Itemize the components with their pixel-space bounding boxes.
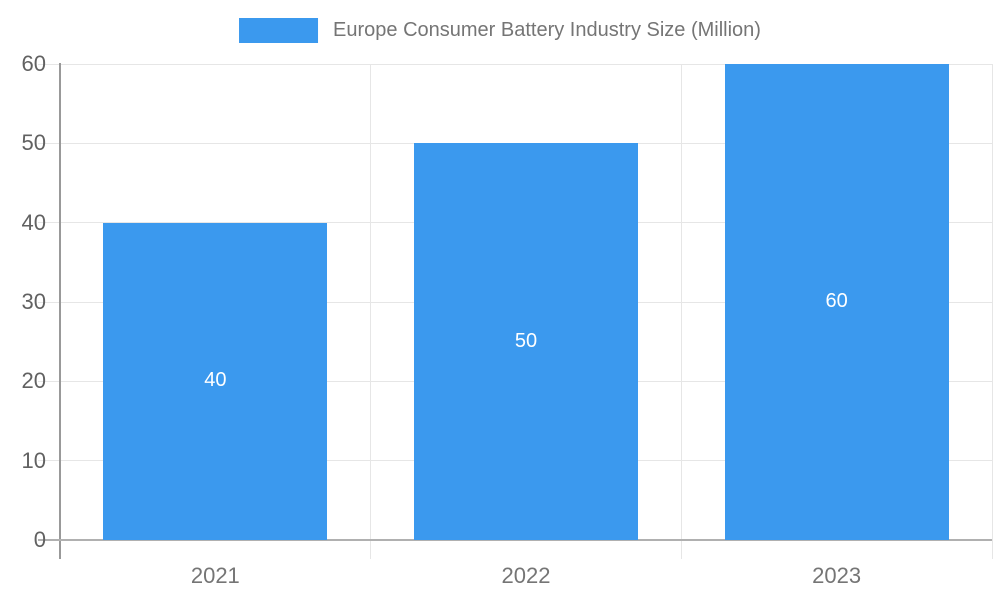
y-axis-tick	[38, 460, 60, 462]
y-tick-label: 10	[21, 447, 46, 473]
gridline-horizontal	[60, 63, 992, 65]
y-tick-label: 20	[21, 368, 46, 394]
y-tick-label: 30	[21, 289, 46, 314]
gridline-vertical	[680, 64, 682, 559]
bar-value-label: 50	[514, 329, 538, 352]
x-axis-line	[38, 539, 992, 541]
x-tick-label: 2022	[501, 563, 551, 588]
y-tick-label: 50	[21, 130, 46, 156]
legend-label: Europe Consumer Battery Industry Size (M…	[333, 19, 761, 41]
gridline-vertical	[370, 64, 372, 559]
y-axis-tick	[38, 63, 60, 65]
x-tick-label: 2023	[812, 563, 862, 588]
y-axis-tick	[38, 301, 60, 303]
y-axis-line	[59, 63, 61, 559]
y-tick-label: 60	[21, 51, 46, 76]
y-tick-label: 40	[21, 209, 46, 235]
y-axis-tick	[38, 380, 60, 382]
x-tick-label: 2021	[190, 563, 240, 588]
bar-value-label: 60	[825, 290, 848, 312]
chart-legend: Europe Consumer Battery Industry Size (M…	[239, 18, 761, 43]
bar: 60	[724, 64, 949, 540]
bar: 50	[414, 143, 638, 540]
gridline-vertical	[991, 64, 993, 559]
y-axis-tick	[38, 222, 60, 224]
y-axis-tick	[38, 142, 60, 144]
legend-swatch	[239, 18, 319, 43]
bar: 40	[103, 222, 328, 540]
y-tick-label: 0	[33, 527, 46, 552]
bar-value-label: 40	[204, 369, 227, 392]
